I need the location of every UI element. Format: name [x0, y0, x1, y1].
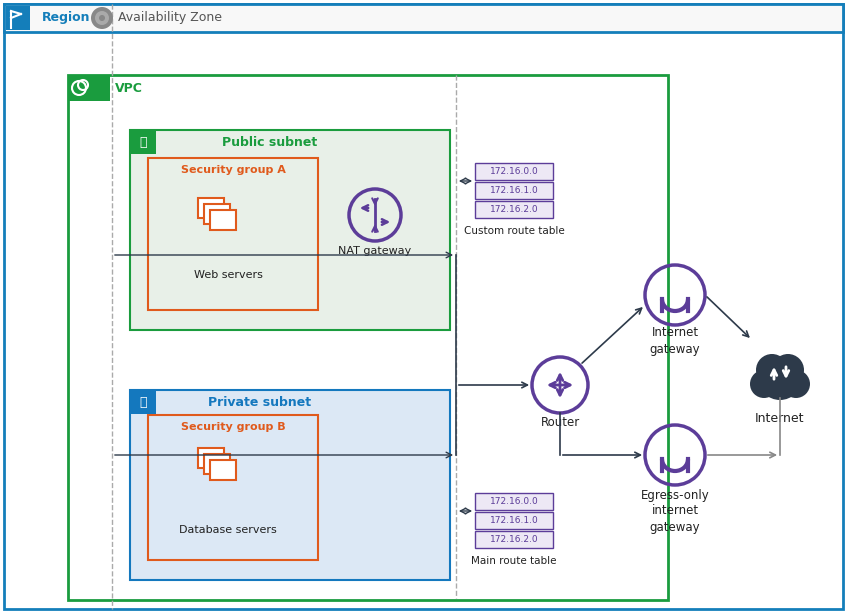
Text: Internet
gateway: Internet gateway	[650, 327, 700, 356]
Text: 172.16.0.0: 172.16.0.0	[490, 167, 539, 176]
Circle shape	[758, 356, 802, 400]
Text: 172.16.2.0: 172.16.2.0	[490, 205, 539, 214]
Text: Region: Region	[42, 12, 91, 25]
Text: 172.16.1.0: 172.16.1.0	[490, 186, 539, 195]
Bar	[68, 75, 668, 600]
Text: Router: Router	[540, 416, 579, 430]
Bar	[148, 158, 318, 310]
Text: Security group B: Security group B	[180, 422, 285, 432]
Bar	[198, 198, 224, 218]
Circle shape	[782, 370, 810, 398]
Text: ⚿: ⚿	[139, 395, 147, 408]
Text: Security group A: Security group A	[180, 165, 285, 175]
Text: Web servers: Web servers	[194, 270, 263, 280]
Circle shape	[99, 15, 105, 21]
Bar	[475, 182, 553, 199]
Bar	[130, 130, 450, 330]
Text: Egress-only
internet
gateway: Egress-only internet gateway	[640, 489, 710, 533]
Bar	[475, 493, 553, 510]
Bar	[210, 460, 236, 480]
Text: Private subnet: Private subnet	[208, 395, 312, 408]
Bar	[475, 531, 553, 548]
Text: Internet: Internet	[756, 411, 805, 424]
Bar	[204, 454, 230, 474]
Bar	[148, 415, 318, 560]
Text: Database servers: Database servers	[179, 525, 277, 535]
Bar	[6, 6, 30, 30]
Bar	[130, 390, 450, 580]
Text: Main route table: Main route table	[471, 556, 556, 566]
Bar	[198, 448, 224, 468]
Text: 172.16.0.0: 172.16.0.0	[490, 497, 539, 506]
Bar	[475, 512, 553, 529]
Text: NAT gateway: NAT gateway	[338, 246, 412, 256]
Text: VPC: VPC	[115, 82, 143, 94]
Text: 172.16.1.0: 172.16.1.0	[490, 516, 539, 525]
Text: 172.16.2.0: 172.16.2.0	[490, 535, 539, 544]
Bar	[130, 390, 156, 414]
Bar	[4, 4, 843, 32]
Circle shape	[772, 354, 804, 386]
Bar	[210, 210, 236, 230]
Text: ⚿: ⚿	[139, 135, 147, 148]
Bar	[475, 163, 553, 180]
Circle shape	[95, 11, 109, 25]
Text: Availability Zone: Availability Zone	[118, 12, 222, 25]
Bar	[204, 204, 230, 224]
Circle shape	[91, 7, 113, 29]
Bar	[130, 130, 156, 154]
Text: Public subnet: Public subnet	[223, 135, 318, 148]
Circle shape	[756, 354, 788, 386]
Bar	[68, 75, 110, 101]
Circle shape	[750, 370, 778, 398]
Bar	[475, 201, 553, 218]
Text: Custom route table: Custom route table	[463, 226, 564, 236]
